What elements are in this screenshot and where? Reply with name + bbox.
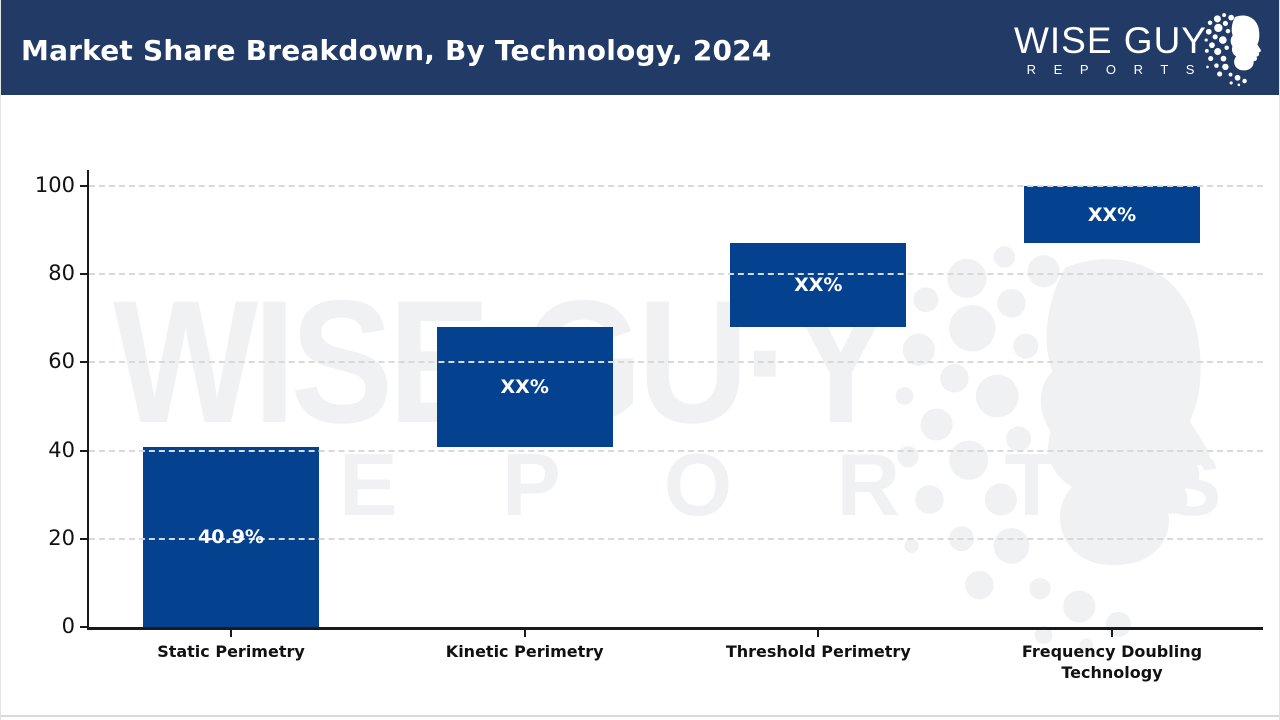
bar-value-label: XX% — [794, 274, 843, 297]
category-label: Static Perimetry — [157, 642, 305, 661]
brand-name: WISE GUY — [1013, 20, 1207, 61]
bar-2 — [730, 243, 907, 328]
y-tick-100 — [80, 185, 89, 187]
gridline-100 — [89, 185, 1263, 187]
category-label: Threshold Perimetry — [725, 642, 911, 661]
y-tick-20 — [80, 537, 89, 540]
bar-value-label: XX% — [500, 375, 549, 398]
y-tick-label: 100 — [34, 173, 75, 197]
page-title: Market Share Breakdown, By Technology, 2… — [21, 34, 772, 67]
gridline-20 — [89, 537, 1263, 540]
y-tick-0 — [80, 626, 89, 628]
gridline-60 — [89, 361, 1263, 364]
brand-logo: WISE GUY R E P O R T S — [1014, 8, 1267, 90]
bar-value-label: XX% — [1087, 203, 1137, 226]
x-tick-1 — [523, 630, 526, 637]
x-tick-2 — [817, 630, 820, 637]
y-axis-line — [87, 170, 89, 629]
category-label: Frequency Doubling Technology — [1021, 642, 1203, 682]
watermark-face-icon — [895, 246, 1210, 653]
y-tick-label: 20 — [48, 525, 75, 550]
bar-0 — [143, 446, 319, 627]
y-tick-label: 80 — [48, 261, 75, 286]
brand-subtitle: R E P O R T S — [1026, 62, 1202, 77]
gridline-80 — [89, 273, 1263, 276]
x-axis-line — [87, 627, 1263, 630]
y-tick-label: 40 — [48, 437, 75, 462]
y-tick-label: 60 — [48, 349, 75, 374]
x-tick-3 — [1111, 630, 1113, 637]
bar-value-label: 40.9% — [198, 525, 264, 548]
bar-3 — [1024, 186, 1200, 244]
bar-1 — [436, 327, 613, 447]
y-tick-80 — [80, 273, 89, 276]
header-bar: Market Share Breakdown, By Technology, 2… — [1, 0, 1279, 95]
y-tick-label: 0 — [61, 614, 75, 638]
y-tick-60 — [80, 361, 89, 364]
gridline-40 — [89, 449, 1263, 452]
bottom-divider — [1, 715, 1279, 717]
x-tick-0 — [230, 630, 232, 637]
y-tick-40 — [80, 449, 89, 452]
category-label: Kinetic Perimetry — [445, 642, 604, 661]
brand-face-icon — [1204, 13, 1261, 87]
brand-wordmark: WISE GUY R E P O R T S — [1013, 20, 1207, 78]
